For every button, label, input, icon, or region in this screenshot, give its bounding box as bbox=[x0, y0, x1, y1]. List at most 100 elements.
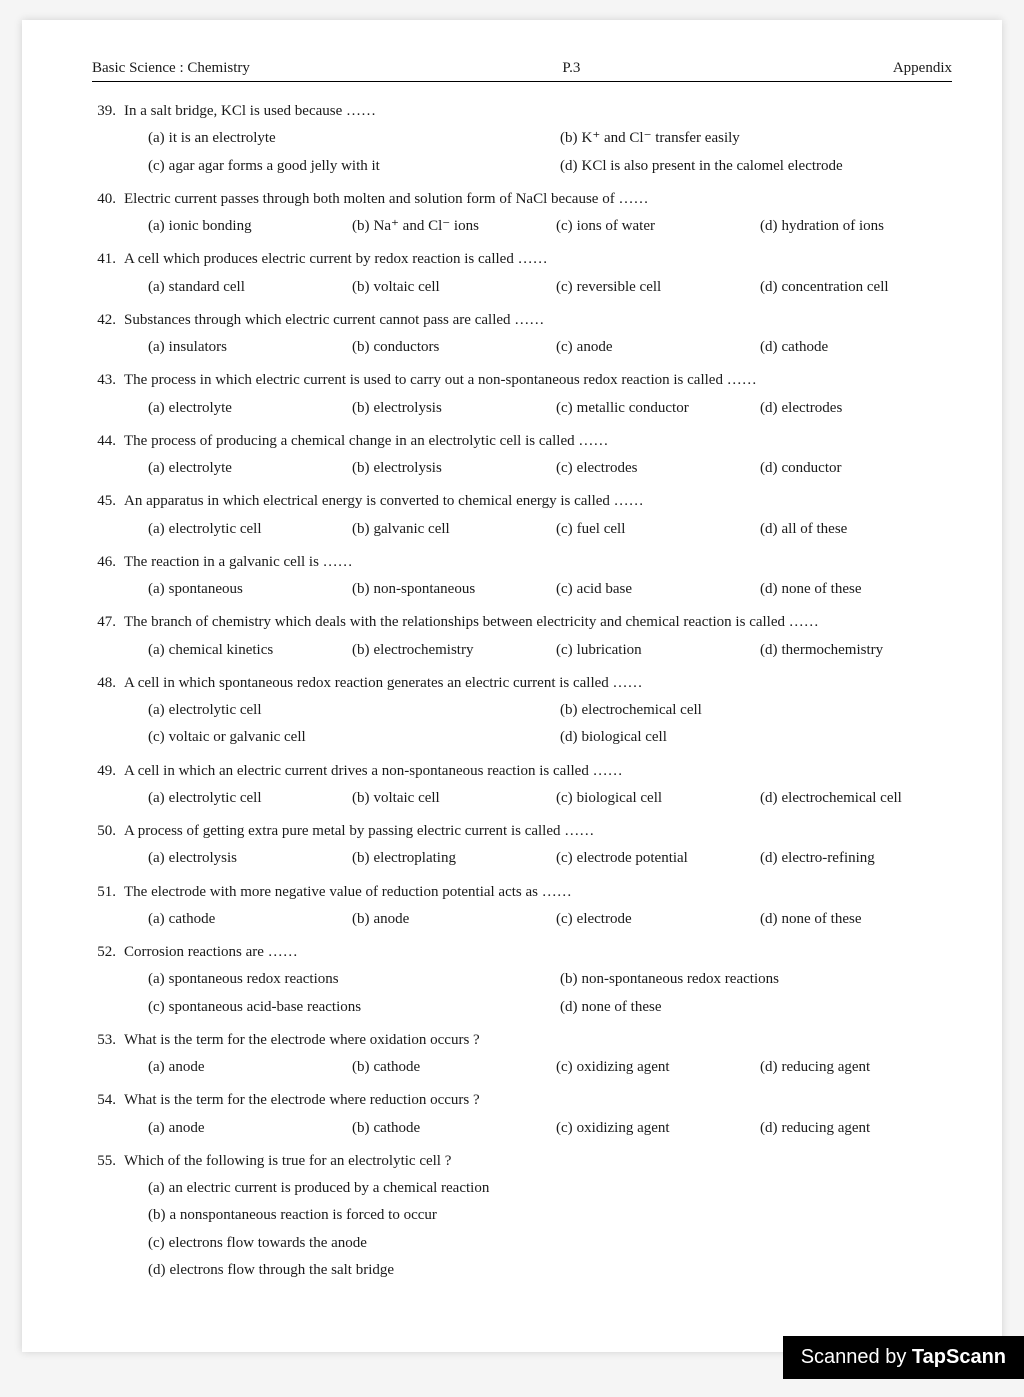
option-text: cathode bbox=[370, 1059, 421, 1075]
option-text: electroplating bbox=[370, 850, 456, 866]
scanner-prefix: Scanned by bbox=[801, 1346, 912, 1368]
question-number: 41. bbox=[92, 248, 124, 271]
question-stem: 39.In a salt bridge, KCl is used because… bbox=[92, 100, 952, 123]
question-text: Corrosion reactions are …… bbox=[124, 941, 952, 964]
option: (a)spontaneous redox reactions bbox=[148, 968, 540, 991]
option-label: (b) bbox=[560, 702, 578, 718]
question-number: 46. bbox=[92, 551, 124, 574]
option: (d)none of these bbox=[760, 908, 952, 931]
header-left: Basic Science : Chemistry bbox=[92, 60, 250, 77]
question-stem: 40.Electric current passes through both … bbox=[92, 188, 952, 211]
option: (c)metallic conductor bbox=[556, 397, 748, 420]
question-stem: 44.The process of producing a chemical c… bbox=[92, 430, 952, 453]
option-label: (b) bbox=[352, 521, 370, 537]
option: (a)cathode bbox=[148, 908, 340, 931]
option-text: spontaneous acid-base reactions bbox=[165, 999, 361, 1015]
option-text: none of these bbox=[778, 581, 862, 597]
option: (b)electrochemistry bbox=[352, 639, 544, 662]
question: 40.Electric current passes through both … bbox=[92, 188, 952, 239]
options: (a)insulators(b)conductors(c)anode(d)cat… bbox=[92, 336, 952, 359]
scanner-brand: TapScann bbox=[912, 1346, 1006, 1368]
option-text: electrochemistry bbox=[370, 642, 474, 658]
options: (a)electrolytic cell(b)galvanic cell(c)f… bbox=[92, 518, 952, 541]
option-text: thermochemistry bbox=[778, 642, 884, 658]
option: (c)ions of water bbox=[556, 215, 748, 238]
option-label: (d) bbox=[760, 581, 778, 597]
option-label: (c) bbox=[556, 218, 573, 234]
option: (c)reversible cell bbox=[556, 276, 748, 299]
option-label: (c) bbox=[556, 1120, 573, 1136]
question-text: Substances through which electric curren… bbox=[124, 309, 952, 332]
question-text: Electric current passes through both mol… bbox=[124, 188, 952, 211]
option-label: (b) bbox=[352, 911, 370, 927]
option-text: electro-refining bbox=[778, 850, 875, 866]
question-stem: 49.A cell in which an electric current d… bbox=[92, 760, 952, 783]
option-text: anode bbox=[370, 911, 410, 927]
option-label: (a) bbox=[148, 581, 165, 597]
option-text: conductor bbox=[778, 460, 842, 476]
question-text: In a salt bridge, KCl is used because …… bbox=[124, 100, 952, 123]
header-right: Appendix bbox=[893, 60, 952, 77]
option: (a)electrolytic cell bbox=[148, 699, 540, 722]
question: 52.Corrosion reactions are ……(a)spontane… bbox=[92, 941, 952, 1019]
option-label: (d) bbox=[760, 279, 778, 295]
option-text: cathode bbox=[165, 911, 216, 927]
option-label: (a) bbox=[148, 339, 165, 355]
option: (a)standard cell bbox=[148, 276, 340, 299]
option: (d)electrochemical cell bbox=[760, 787, 952, 810]
option-label: (b) bbox=[352, 400, 370, 416]
option-label: (c) bbox=[556, 521, 573, 537]
option-text: spontaneous redox reactions bbox=[165, 971, 339, 987]
option: (b)cathode bbox=[352, 1117, 544, 1140]
question: 45.An apparatus in which electrical ener… bbox=[92, 490, 952, 541]
option-label: (d) bbox=[560, 158, 578, 174]
option-label: (c) bbox=[556, 850, 573, 866]
options: (a)anode(b)cathode(c)oxidizing agent(d)r… bbox=[92, 1117, 952, 1140]
option-label: (a) bbox=[148, 218, 165, 234]
options: (a)cathode(b)anode(c)electrode(d)none of… bbox=[92, 908, 952, 931]
option-text: voltaic or galvanic cell bbox=[165, 729, 306, 745]
question-number: 45. bbox=[92, 490, 124, 513]
option-label: (d) bbox=[760, 790, 778, 806]
option-text: insulators bbox=[165, 339, 227, 355]
option-text: lubrication bbox=[573, 642, 642, 658]
question-text: A cell in which spontaneous redox reacti… bbox=[124, 672, 952, 695]
question: 48.A cell in which spontaneous redox rea… bbox=[92, 672, 952, 750]
header-center: P.3 bbox=[562, 60, 580, 77]
option-label: (d) bbox=[148, 1262, 166, 1278]
option-text: electrode potential bbox=[573, 850, 688, 866]
question-stem: 46.The reaction in a galvanic cell is …… bbox=[92, 551, 952, 574]
question: 55.Which of the following is true for an… bbox=[92, 1150, 952, 1282]
question-number: 40. bbox=[92, 188, 124, 211]
option-text: an electric current is produced by a che… bbox=[165, 1180, 490, 1196]
option-label: (d) bbox=[760, 911, 778, 927]
option-text: none of these bbox=[578, 999, 662, 1015]
option-label: (b) bbox=[352, 279, 370, 295]
option: (a)it is an electrolyte bbox=[148, 127, 540, 150]
question-number: 53. bbox=[92, 1029, 124, 1052]
option-label: (c) bbox=[556, 642, 573, 658]
options: (a)it is an electrolyte(b)K⁺ and Cl⁻ tra… bbox=[92, 127, 952, 178]
option-text: electrode bbox=[573, 911, 632, 927]
option-label: (b) bbox=[352, 218, 370, 234]
option-label: (a) bbox=[148, 130, 165, 146]
option: (c)electrons flow towards the anode bbox=[148, 1232, 952, 1255]
option: (d)electro-refining bbox=[760, 847, 952, 870]
option: (b)conductors bbox=[352, 336, 544, 359]
options: (a)electrolytic cell(b)electrochemical c… bbox=[92, 699, 952, 750]
option: (d)reducing agent bbox=[760, 1117, 952, 1140]
options: (a)an electric current is produced by a … bbox=[92, 1177, 952, 1282]
option: (c)oxidizing agent bbox=[556, 1117, 748, 1140]
question-number: 54. bbox=[92, 1089, 124, 1112]
option: (a)ionic bonding bbox=[148, 215, 340, 238]
option: (d)reducing agent bbox=[760, 1056, 952, 1079]
options: (a)spontaneous redox reactions(b)non-spo… bbox=[92, 968, 952, 1019]
question-text: What is the term for the electrode where… bbox=[124, 1089, 952, 1112]
option-text: reversible cell bbox=[573, 279, 662, 295]
option-text: none of these bbox=[778, 911, 862, 927]
option-text: biological cell bbox=[578, 729, 667, 745]
question: 46.The reaction in a galvanic cell is ……… bbox=[92, 551, 952, 602]
question-text: A process of getting extra pure metal by… bbox=[124, 820, 952, 843]
option: (b)Na⁺ and Cl⁻ ions bbox=[352, 215, 544, 238]
page-header: Basic Science : Chemistry P.3 Appendix bbox=[92, 60, 952, 82]
